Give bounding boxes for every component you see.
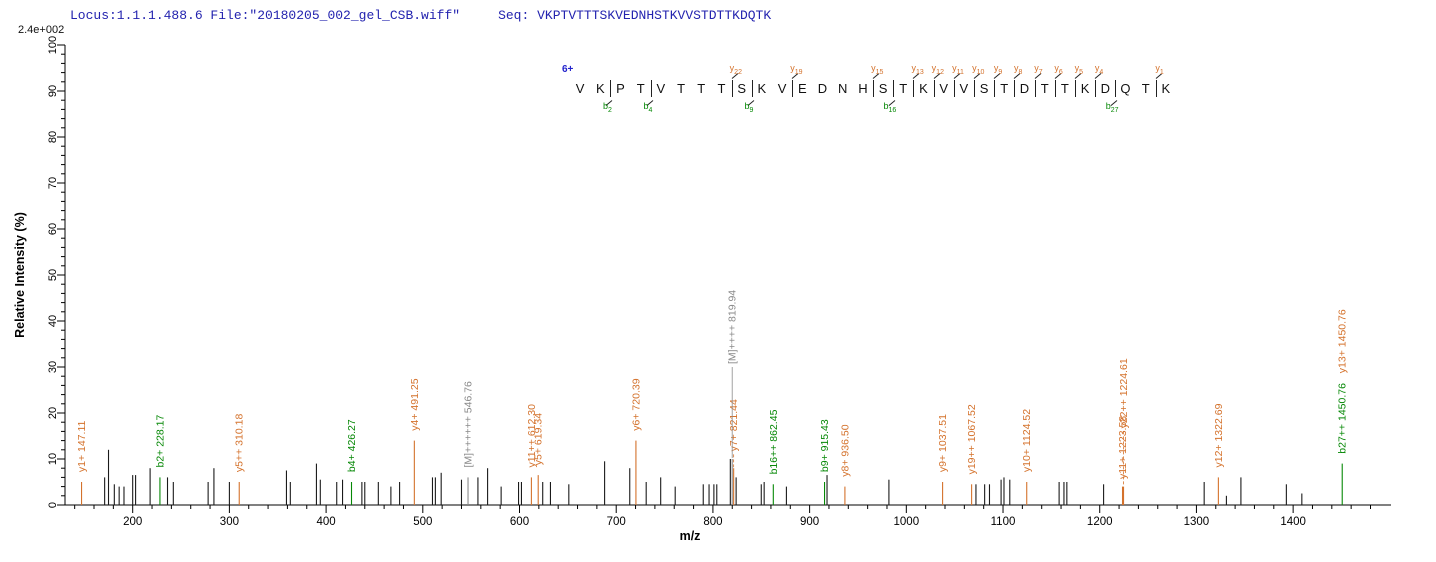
header-line: Locus:1.1.1.488.6 File:"20180205_002_gel…: [70, 8, 771, 23]
peak-label: y1+ 147.11: [76, 420, 88, 472]
y-tick-label: 0: [47, 502, 59, 508]
y-tick-label: 80: [47, 131, 59, 143]
x-tick-label: 900: [800, 516, 819, 528]
peak-label: y12+ 1322.69: [1213, 403, 1225, 467]
labeled-peaks: y1+ 147.11 y5++ 310.18 y4+ 491.25 y11++ 612…: [76, 290, 1349, 505]
y-tick-label: 70: [47, 177, 59, 189]
peak-label: y22++ 1224.61: [1118, 358, 1130, 428]
peak-label: y11+ 1223.58: [1117, 416, 1129, 479]
x-tick-label: 200: [123, 516, 142, 528]
peak-label: y7+ 821.44: [728, 399, 740, 451]
peak-label: y19++ 1067.52: [966, 404, 978, 474]
y-tick-label: 40: [47, 315, 59, 327]
x-tick-label: 1000: [894, 516, 920, 528]
unlabeled-peaks: [104, 449, 1303, 505]
peak-label: y5++ 310.18: [234, 414, 246, 473]
peak-label: b27++ 1450.76: [1337, 383, 1349, 454]
y-tick-label: 50: [47, 269, 59, 281]
x-tick-label: 800: [703, 516, 722, 528]
x-axis-title: m/z: [680, 529, 701, 543]
x-tick-label: 600: [510, 516, 529, 528]
y-tick-label: 10: [47, 453, 59, 465]
peak-label: y9+ 1037.51: [937, 414, 949, 472]
x-axis: 200 300 400 500 600 700 800 900 1000 1100 1200 1300…: [65, 504, 1391, 543]
y-axis-title: Relative Intensity (%): [13, 212, 27, 338]
peak-label: y5+ 619.34: [533, 413, 545, 465]
x-tick-label: 400: [317, 516, 336, 528]
intensity-scale-note: 2.4e+002: [18, 24, 65, 36]
y-tick-label: 60: [47, 223, 59, 235]
y-axis: 0 10 20 30 40 50 60 70 80 90 100 Relative Intensity…: [13, 36, 66, 508]
x-tick-label: 500: [413, 516, 432, 528]
seq-label: Seq:: [498, 8, 530, 23]
peak-label: y10+ 1124.52: [1021, 409, 1033, 472]
peak-label: b9+ 915.43: [819, 419, 831, 472]
y-tick-label: 100: [47, 36, 59, 54]
peak-label: y4+ 491.25: [409, 378, 421, 430]
locus-file-text: Locus:1.1.1.488.6 File:"20180205_002_gel…: [70, 8, 461, 23]
x-tick-label: 1100: [991, 516, 1016, 528]
x-tick-label: 300: [220, 516, 239, 528]
x-tick-label: 1300: [1184, 516, 1210, 528]
seq-value: VKPTVTTTSKVEDNHSTKVVSTDTTKDQTK: [537, 8, 772, 23]
x-tick-label: 1400: [1280, 516, 1306, 528]
x-tick-label: 700: [607, 516, 626, 528]
peak-label: y8+ 936.50: [839, 424, 851, 476]
peak-label: [M]++++++ 546.76: [463, 381, 475, 468]
peak-label: [M]++++ 819.94: [727, 290, 739, 364]
x-tick-label: 1200: [1087, 516, 1113, 528]
y-tick-label: 20: [47, 407, 59, 419]
peak-label: y13+ 1450.76: [1337, 309, 1349, 373]
peak-label: b2+ 228.17: [154, 414, 166, 467]
peak-label: y6+ 720.39: [630, 378, 642, 430]
peak-label: b4+ 426.27: [346, 419, 358, 472]
peak-label: b16++ 862.45: [768, 409, 780, 474]
peak-label: y11++ 612.30: [526, 404, 538, 468]
y-tick-label: 30: [47, 361, 59, 373]
y-tick-label: 90: [47, 85, 59, 97]
